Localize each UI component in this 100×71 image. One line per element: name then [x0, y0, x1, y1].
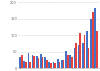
Bar [48, 62, 50, 68]
Bar [61, 60, 63, 68]
Bar [90, 19, 92, 68]
Bar [57, 59, 58, 68]
Bar [92, 12, 94, 68]
Bar [36, 56, 38, 68]
Bar [74, 48, 75, 68]
Bar [46, 60, 48, 68]
Bar [94, 8, 96, 68]
Bar [29, 62, 31, 68]
Bar [71, 57, 73, 68]
Bar [25, 62, 27, 68]
Bar [78, 45, 79, 68]
Bar [40, 54, 42, 68]
Bar [44, 57, 46, 68]
Bar [69, 55, 71, 68]
Bar [50, 63, 52, 68]
Bar [65, 51, 67, 68]
Bar [58, 62, 60, 68]
Bar [53, 62, 54, 68]
Bar [75, 43, 77, 68]
Bar [38, 58, 39, 68]
Bar [42, 57, 44, 68]
Bar [79, 33, 81, 68]
Bar [32, 55, 33, 68]
Bar [88, 48, 89, 68]
Bar [54, 63, 56, 68]
Bar [96, 31, 98, 68]
Bar [33, 56, 35, 68]
Bar [19, 57, 21, 68]
Bar [82, 43, 84, 68]
Bar [28, 53, 29, 68]
Bar [63, 60, 64, 68]
Bar [21, 55, 23, 68]
Bar [84, 35, 85, 68]
Bar [67, 55, 68, 68]
Bar [86, 31, 88, 68]
Bar [23, 61, 25, 68]
